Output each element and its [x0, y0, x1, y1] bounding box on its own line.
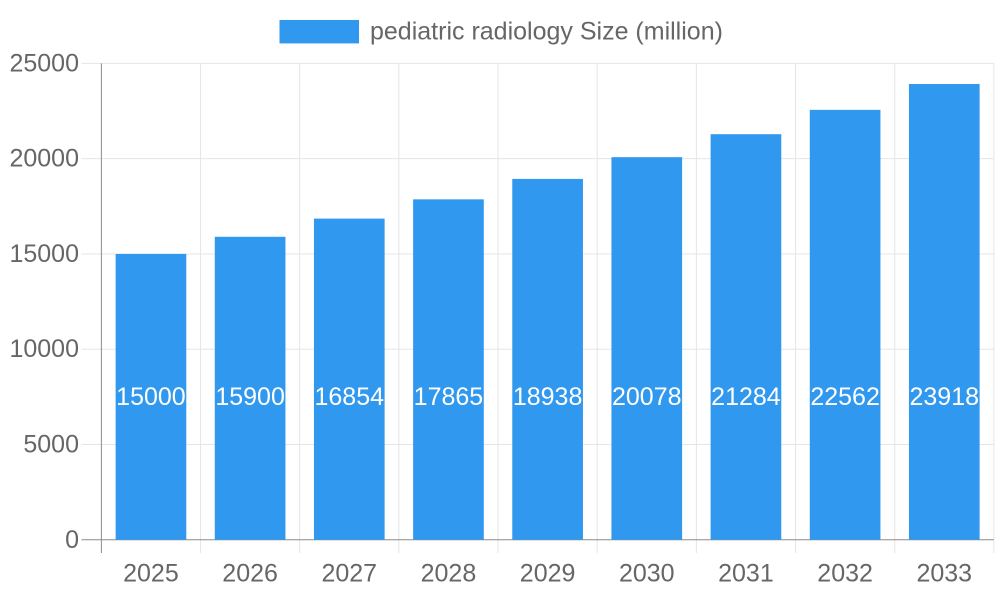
svg-text:15900: 15900	[215, 383, 285, 411]
svg-text:0: 0	[65, 526, 79, 554]
svg-text:23918: 23918	[910, 383, 980, 411]
svg-text:2025: 2025	[123, 560, 179, 588]
svg-text:2031: 2031	[718, 560, 774, 588]
svg-text:2026: 2026	[222, 560, 278, 588]
svg-text:20000: 20000	[9, 145, 79, 173]
svg-text:16854: 16854	[315, 383, 385, 411]
svg-text:20078: 20078	[612, 383, 682, 411]
svg-text:2028: 2028	[421, 560, 477, 588]
svg-text:15000: 15000	[9, 240, 79, 268]
svg-text:15000: 15000	[116, 383, 186, 411]
svg-text:22562: 22562	[810, 383, 880, 411]
svg-text:2029: 2029	[520, 560, 576, 588]
svg-text:2027: 2027	[321, 560, 377, 588]
svg-text:2033: 2033	[916, 560, 972, 588]
svg-text:18938: 18938	[513, 383, 583, 411]
svg-text:25000: 25000	[9, 49, 79, 77]
svg-text:5000: 5000	[23, 430, 79, 458]
svg-text:2030: 2030	[619, 560, 675, 588]
svg-text:21284: 21284	[711, 383, 781, 411]
svg-text:2032: 2032	[817, 560, 873, 588]
svg-text:17865: 17865	[414, 383, 484, 411]
svg-text:10000: 10000	[9, 335, 79, 363]
svg-text:pediatric radiology Size (mill: pediatric radiology Size (million)	[370, 18, 723, 46]
